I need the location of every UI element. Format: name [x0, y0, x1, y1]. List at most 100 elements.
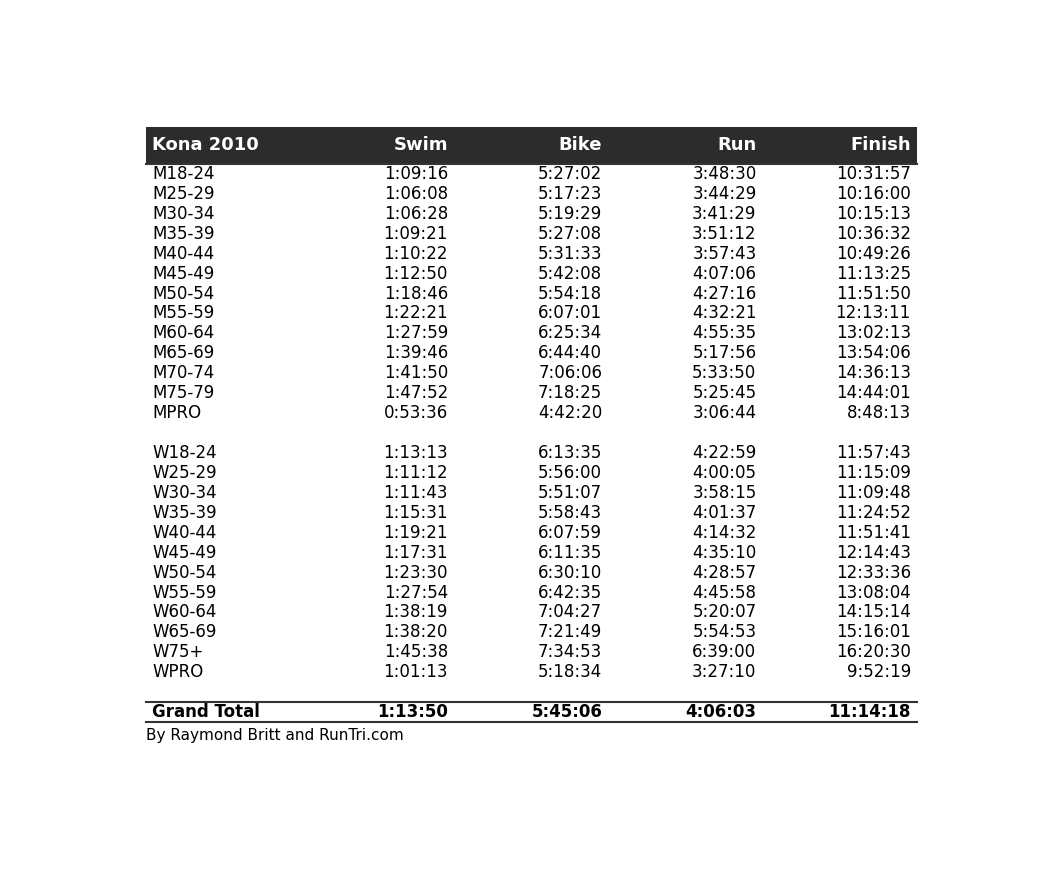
Text: 11:15:09: 11:15:09 [836, 464, 910, 482]
Text: 13:02:13: 13:02:13 [836, 324, 910, 342]
Text: 3:57:43: 3:57:43 [693, 245, 757, 263]
Text: M45-49: M45-49 [152, 264, 215, 283]
Text: 4:55:35: 4:55:35 [693, 324, 757, 342]
Bar [145, 126, 918, 164]
Text: 1:23:30: 1:23:30 [384, 564, 448, 582]
Text: 0:53:36: 0:53:36 [384, 404, 448, 423]
Text: M55-59: M55-59 [152, 304, 215, 323]
Text: Bike: Bike [559, 136, 602, 154]
Text: 5:19:29: 5:19:29 [538, 205, 602, 223]
Text: M18-24: M18-24 [152, 165, 215, 183]
Text: W25-29: W25-29 [152, 464, 217, 482]
Text: 7:34:53: 7:34:53 [538, 644, 602, 661]
Text: 6:07:01: 6:07:01 [538, 304, 602, 323]
Text: 1:10:22: 1:10:22 [384, 245, 448, 263]
Text: 4:35:10: 4:35:10 [693, 544, 757, 561]
Text: Grand Total: Grand Total [152, 703, 260, 721]
Text: M35-39: M35-39 [152, 225, 215, 243]
Text: 8:48:13: 8:48:13 [846, 404, 910, 423]
Text: 6:25:34: 6:25:34 [538, 324, 602, 342]
Text: 4:32:21: 4:32:21 [692, 304, 757, 323]
Text: 1:17:31: 1:17:31 [384, 544, 448, 561]
Text: 1:39:46: 1:39:46 [384, 344, 448, 362]
Text: 5:45:06: 5:45:06 [531, 703, 602, 721]
Text: 1:12:50: 1:12:50 [384, 264, 448, 283]
Text: 4:14:32: 4:14:32 [692, 523, 757, 542]
Text: 1:18:46: 1:18:46 [384, 285, 448, 302]
Text: 5:27:08: 5:27:08 [538, 225, 602, 243]
Text: 6:13:35: 6:13:35 [538, 444, 602, 462]
Text: 5:17:23: 5:17:23 [538, 185, 602, 202]
Text: W30-34: W30-34 [152, 484, 217, 502]
Text: 3:06:44: 3:06:44 [693, 404, 757, 423]
Text: By Raymond Britt and RunTri.com: By Raymond Britt and RunTri.com [145, 728, 403, 743]
Text: M60-64: M60-64 [152, 324, 215, 342]
Text: 5:51:07: 5:51:07 [538, 484, 602, 502]
Text: W35-39: W35-39 [152, 504, 217, 522]
Text: 11:51:41: 11:51:41 [836, 523, 910, 542]
Text: 1:11:12: 1:11:12 [384, 464, 448, 482]
Text: M70-74: M70-74 [152, 364, 215, 382]
Text: M40-44: M40-44 [152, 245, 215, 263]
Text: 1:38:20: 1:38:20 [384, 623, 448, 642]
Text: 10:49:26: 10:49:26 [836, 245, 910, 263]
Text: 1:09:21: 1:09:21 [384, 225, 448, 243]
Text: 14:15:14: 14:15:14 [836, 604, 910, 621]
Text: 1:38:19: 1:38:19 [384, 604, 448, 621]
Text: W45-49: W45-49 [152, 544, 217, 561]
Text: 11:14:18: 11:14:18 [829, 703, 910, 721]
Text: 7:21:49: 7:21:49 [538, 623, 602, 642]
Text: 4:06:03: 4:06:03 [685, 703, 757, 721]
Text: 4:22:59: 4:22:59 [693, 444, 757, 462]
Text: 1:06:08: 1:06:08 [384, 185, 448, 202]
Text: 1:11:43: 1:11:43 [384, 484, 448, 502]
Text: 4:28:57: 4:28:57 [693, 564, 757, 582]
Text: 6:42:35: 6:42:35 [538, 583, 602, 601]
Text: 12:13:11: 12:13:11 [836, 304, 910, 323]
Text: 10:16:00: 10:16:00 [836, 185, 910, 202]
Text: M25-29: M25-29 [152, 185, 215, 202]
Text: 3:41:29: 3:41:29 [692, 205, 757, 223]
Text: Run: Run [718, 136, 757, 154]
Text: 1:47:52: 1:47:52 [384, 385, 448, 402]
Text: 5:31:33: 5:31:33 [538, 245, 602, 263]
Text: W65-69: W65-69 [152, 623, 217, 642]
Text: 4:01:37: 4:01:37 [693, 504, 757, 522]
Text: 1:19:21: 1:19:21 [384, 523, 448, 542]
Text: 5:27:02: 5:27:02 [538, 165, 602, 183]
Text: 5:58:43: 5:58:43 [538, 504, 602, 522]
Text: 10:15:13: 10:15:13 [836, 205, 910, 223]
Text: 6:30:10: 6:30:10 [538, 564, 602, 582]
Text: 7:04:27: 7:04:27 [538, 604, 602, 621]
Text: 11:57:43: 11:57:43 [836, 444, 910, 462]
Text: 1:06:28: 1:06:28 [384, 205, 448, 223]
Text: 6:11:35: 6:11:35 [538, 544, 602, 561]
Text: W75+: W75+ [152, 644, 203, 661]
Text: 1:45:38: 1:45:38 [384, 644, 448, 661]
Text: M30-34: M30-34 [152, 205, 215, 223]
Text: 5:17:56: 5:17:56 [693, 344, 757, 362]
Text: 7:18:25: 7:18:25 [538, 385, 602, 402]
Text: 10:31:57: 10:31:57 [836, 165, 910, 183]
Text: 5:42:08: 5:42:08 [538, 264, 602, 283]
Text: 6:07:59: 6:07:59 [538, 523, 602, 542]
Text: 10:36:32: 10:36:32 [836, 225, 910, 243]
Text: 9:52:19: 9:52:19 [846, 663, 910, 682]
Text: 1:15:31: 1:15:31 [384, 504, 448, 522]
Text: 15:16:01: 15:16:01 [836, 623, 910, 642]
Text: 5:18:34: 5:18:34 [538, 663, 602, 682]
Text: 11:51:50: 11:51:50 [836, 285, 910, 302]
Text: 5:33:50: 5:33:50 [693, 364, 757, 382]
Text: W50-54: W50-54 [152, 564, 217, 582]
Text: 5:20:07: 5:20:07 [693, 604, 757, 621]
Text: 4:00:05: 4:00:05 [693, 464, 757, 482]
Text: 5:56:00: 5:56:00 [538, 464, 602, 482]
Text: 3:44:29: 3:44:29 [693, 185, 757, 202]
Text: W55-59: W55-59 [152, 583, 217, 601]
Text: 4:42:20: 4:42:20 [538, 404, 602, 423]
Text: 13:08:04: 13:08:04 [836, 583, 910, 601]
Text: Finish: Finish [850, 136, 910, 154]
Text: 4:07:06: 4:07:06 [693, 264, 757, 283]
Text: MPRO: MPRO [152, 404, 201, 423]
Text: 16:20:30: 16:20:30 [836, 644, 910, 661]
